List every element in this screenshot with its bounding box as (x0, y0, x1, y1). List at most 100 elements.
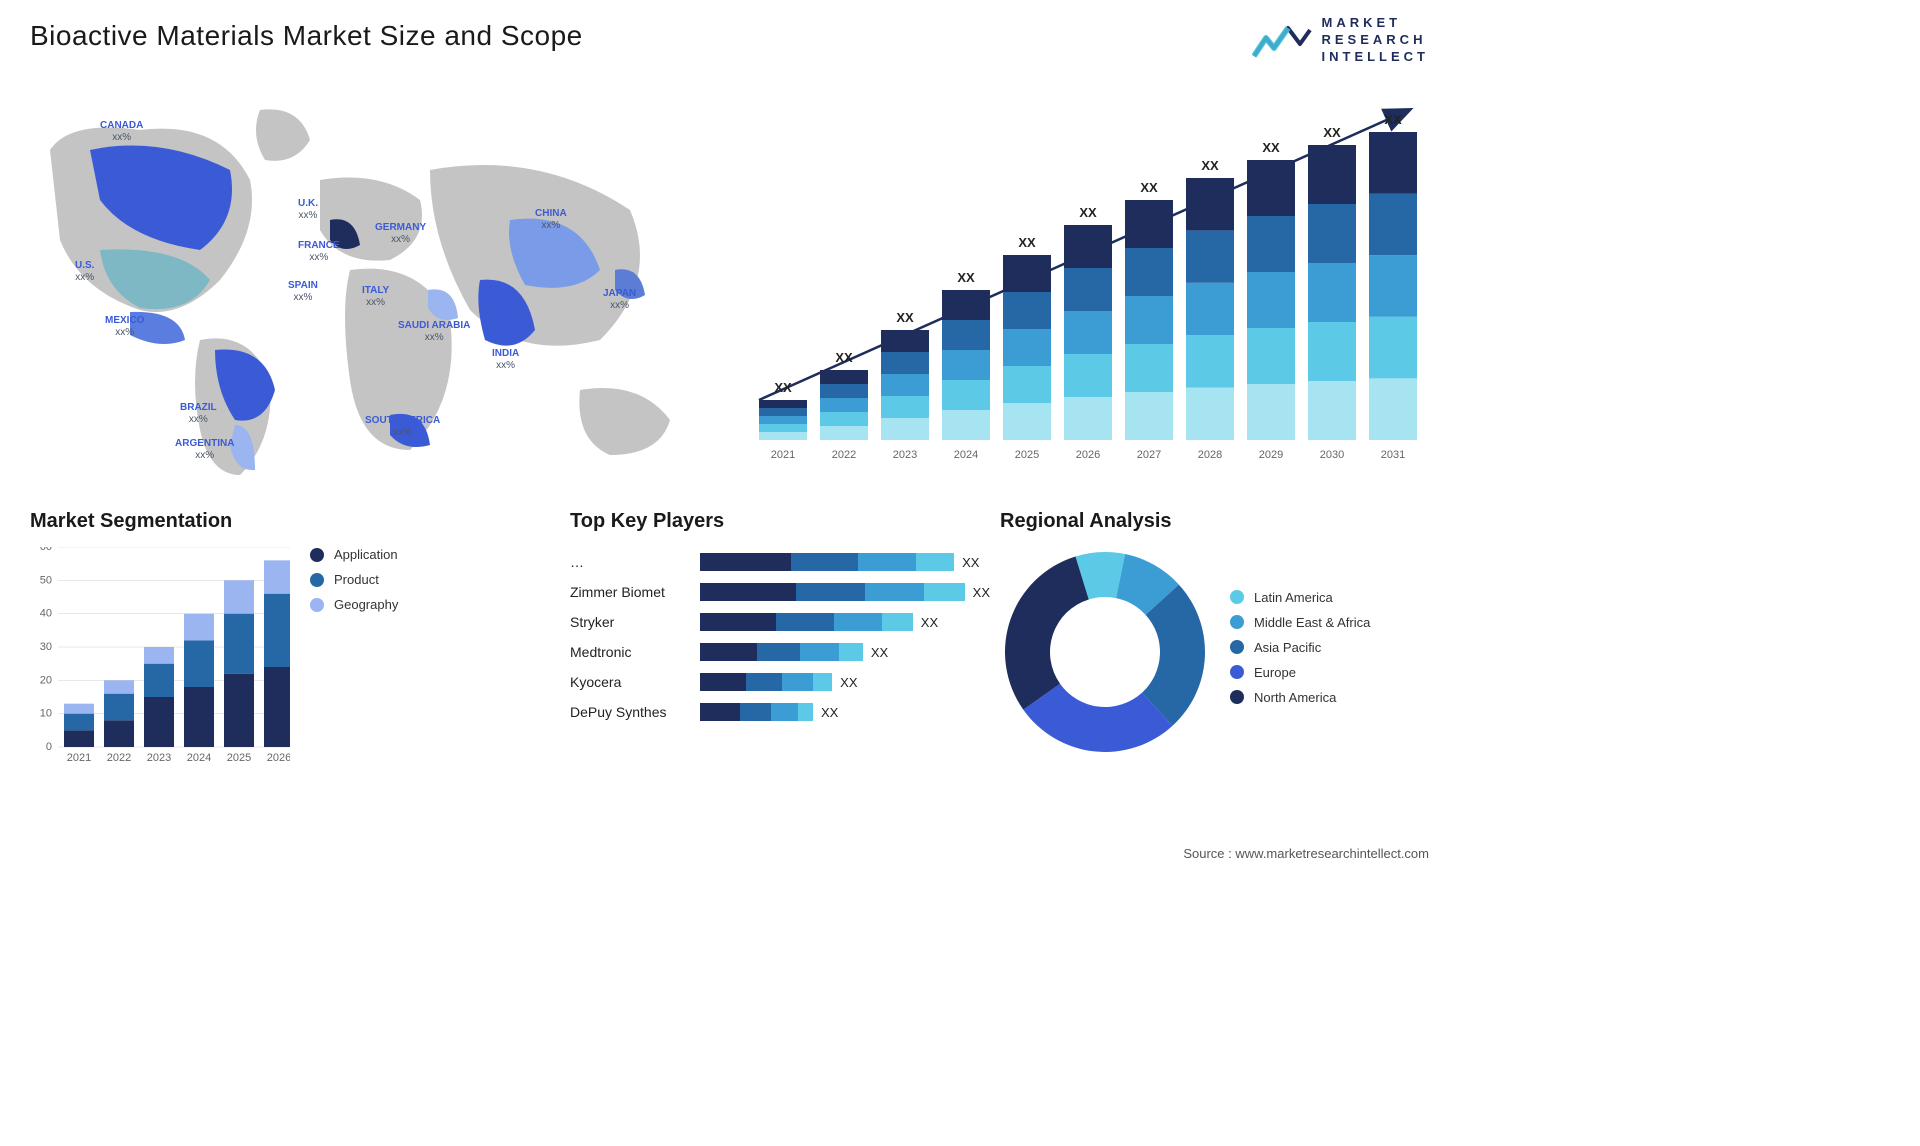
legend-item: Europe (1230, 665, 1370, 680)
logo-line3: INTELLECT (1322, 49, 1430, 66)
player-row: XX (700, 547, 990, 577)
svg-text:2028: 2028 (1198, 449, 1222, 461)
svg-text:2021: 2021 (771, 449, 795, 461)
player-label: Zimmer Biomet (570, 577, 700, 607)
legend-swatch-icon (1230, 640, 1244, 654)
main-chart-svg: XX2021XX2022XX2023XX2024XX2025XX2026XX20… (749, 90, 1429, 470)
player-label: DePuy Synthes (570, 697, 700, 727)
player-bar-segment (865, 583, 925, 601)
svg-text:2024: 2024 (187, 752, 211, 764)
legend-label: Application (334, 547, 398, 562)
map-label: INDIAxx% (492, 348, 519, 372)
regional-legend: Latin America Middle East & Africa Asia Pa… (1230, 590, 1370, 715)
map-label: MEXICOxx% (105, 315, 144, 339)
svg-text:XX: XX (1323, 125, 1341, 140)
svg-text:2022: 2022 (107, 752, 131, 764)
segmentation-chart: 0102030405060202120222023202420252026 (30, 547, 290, 777)
map-label: JAPANxx% (603, 288, 636, 312)
regional-title: Regional Analysis (1000, 510, 1430, 533)
svg-text:2026: 2026 (1076, 449, 1100, 461)
logo-mark-icon (1252, 20, 1312, 60)
player-bar-segment (700, 553, 791, 571)
legend-item: Product (310, 572, 398, 587)
svg-text:2023: 2023 (893, 449, 917, 461)
legend-label: Asia Pacific (1254, 640, 1321, 655)
segmentation-legend: Application Product Geography (310, 547, 398, 777)
player-bar-segment (882, 613, 913, 631)
svg-text:60: 60 (40, 547, 52, 553)
svg-text:2021: 2021 (67, 752, 91, 764)
segmentation-title: Market Segmentation (30, 510, 470, 533)
legend-item: Middle East & Africa (1230, 615, 1370, 630)
legend-swatch-icon (310, 548, 324, 562)
svg-text:XX: XX (835, 350, 853, 365)
world-map: CANADAxx%U.S.xx%MEXICOxx%BRAZILxx%ARGENT… (20, 80, 720, 480)
svg-text:XX: XX (896, 310, 914, 325)
player-bar-segment (740, 703, 771, 721)
svg-text:XX: XX (1018, 235, 1036, 250)
svg-text:0: 0 (46, 741, 52, 753)
map-label: SAUDI ARABIAxx% (398, 320, 470, 344)
legend-item: Asia Pacific (1230, 640, 1370, 655)
player-bar (700, 703, 813, 721)
svg-text:10: 10 (40, 708, 52, 720)
legend-item: Geography (310, 597, 398, 612)
player-bar-segment (813, 673, 832, 691)
player-bar-segment (800, 643, 838, 661)
brand-logo: MARKET RESEARCH INTELLECT (1252, 15, 1430, 66)
map-label: BRAZILxx% (180, 402, 217, 426)
legend-swatch-icon (1230, 590, 1244, 604)
map-label: SPAINxx% (288, 280, 318, 304)
key-players-title: Top Key Players (570, 510, 990, 533)
legend-label: Product (334, 572, 379, 587)
svg-text:2029: 2029 (1259, 449, 1283, 461)
player-bar (700, 673, 833, 691)
player-value: XX (973, 585, 990, 600)
svg-text:XX: XX (1384, 112, 1402, 127)
player-bar-segment (700, 613, 777, 631)
player-bar (700, 613, 913, 631)
map-label: GERMANYxx% (375, 222, 426, 246)
svg-text:50: 50 (40, 574, 52, 586)
source-attribution: Source : www.marketresearchintellect.com (1183, 846, 1429, 861)
svg-text:2026: 2026 (267, 752, 290, 764)
legend-item: Application (310, 547, 398, 562)
player-row: XX (700, 637, 990, 667)
player-bar (700, 643, 863, 661)
player-row: XX (700, 577, 990, 607)
legend-label: Latin America (1254, 590, 1333, 605)
player-bar-segment (839, 643, 863, 661)
legend-swatch-icon (1230, 665, 1244, 679)
legend-item: North America (1230, 690, 1370, 705)
player-value: XX (840, 675, 857, 690)
player-bar-segment (771, 703, 798, 721)
svg-text:20: 20 (40, 674, 52, 686)
logo-line1: MARKET (1322, 15, 1430, 32)
main-bar-chart: XX2021XX2022XX2023XX2024XX2025XX2026XX20… (749, 90, 1429, 470)
map-label: U.K.xx% (298, 198, 318, 222)
player-value: XX (871, 645, 888, 660)
player-bar-segment (757, 643, 800, 661)
svg-text:2030: 2030 (1320, 449, 1344, 461)
svg-text:XX: XX (774, 380, 792, 395)
svg-text:XX: XX (1079, 205, 1097, 220)
player-row: XX (700, 667, 990, 697)
player-bar-segment (700, 583, 796, 601)
player-bar-segment (746, 673, 782, 691)
player-label: Medtronic (570, 637, 700, 667)
player-bar-segment (782, 673, 813, 691)
player-value: XX (821, 705, 838, 720)
map-label: ITALYxx% (362, 285, 389, 309)
player-bar (700, 583, 965, 601)
map-label: CANADAxx% (100, 120, 143, 144)
player-bar-segment (776, 613, 834, 631)
player-bar-segment (791, 553, 858, 571)
player-bar-segment (858, 553, 916, 571)
player-bar-segment (798, 703, 813, 721)
segmentation-section: Market Segmentation 01020304050602021202… (30, 510, 470, 777)
legend-swatch-icon (310, 573, 324, 587)
legend-label: Geography (334, 597, 398, 612)
svg-text:XX: XX (1201, 158, 1219, 173)
logo-text: MARKET RESEARCH INTELLECT (1322, 15, 1430, 66)
player-row: XX (700, 607, 990, 637)
